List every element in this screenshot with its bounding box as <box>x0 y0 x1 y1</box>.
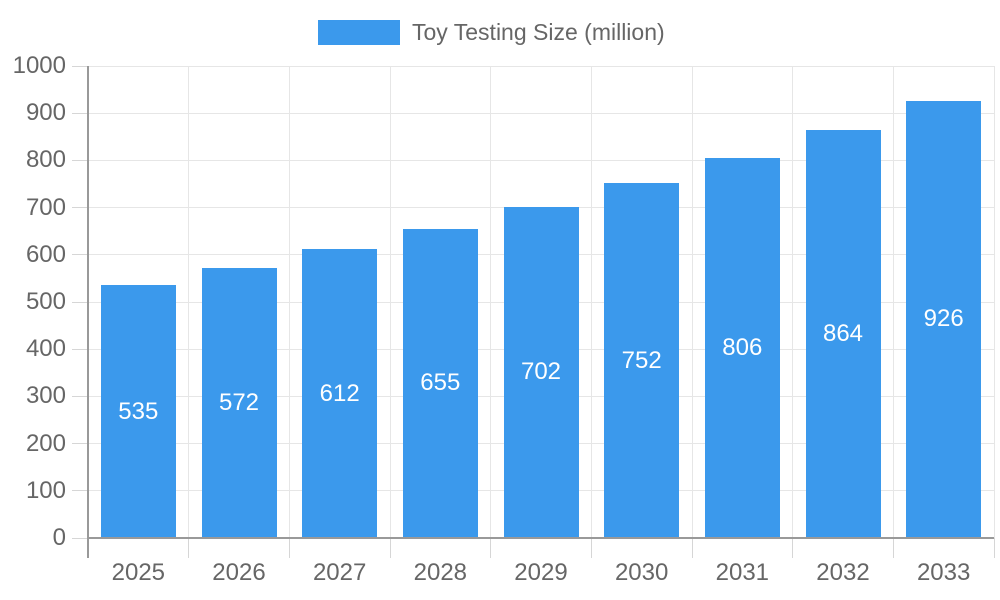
y-tick-label: 200 <box>25 429 66 457</box>
bar-value-label: 926 <box>923 305 964 333</box>
bar[interactable] <box>302 249 378 538</box>
x-tick-label: 2032 <box>816 559 870 586</box>
v-gridline <box>389 66 391 538</box>
x-tick <box>993 538 995 558</box>
x-tick-label: 2030 <box>614 559 669 586</box>
x-axis-line <box>88 537 994 539</box>
y-tick <box>72 348 88 350</box>
v-gridline <box>792 66 794 538</box>
y-tick-label: 1000 <box>12 52 66 79</box>
y-tick-label: 400 <box>25 335 66 363</box>
y-tick-label: 300 <box>25 382 66 410</box>
y-tick <box>72 395 88 397</box>
bar-value-label: 612 <box>319 379 360 407</box>
h-gridline <box>88 159 994 161</box>
x-tick <box>490 538 492 558</box>
x-tick-label: 2026 <box>212 559 266 586</box>
bar[interactable] <box>503 206 579 538</box>
y-tick <box>72 159 88 161</box>
x-tick-label: 2025 <box>111 559 166 586</box>
y-axis-line <box>87 66 89 558</box>
bar[interactable] <box>100 285 176 538</box>
legend-label: Toy Testing Size (million) <box>412 19 665 45</box>
y-tick-label: 0 <box>52 524 66 551</box>
bar-value-label: 806 <box>722 333 763 361</box>
y-tick <box>72 65 88 67</box>
y-tick <box>72 207 88 209</box>
bar[interactable] <box>201 268 277 538</box>
bar-value-label: 702 <box>520 358 562 386</box>
x-tick <box>389 538 391 558</box>
bar-value-label: 864 <box>822 320 864 348</box>
bar[interactable] <box>805 130 881 538</box>
v-gridline <box>188 66 190 538</box>
legend-item[interactable]: Toy Testing Size (million) <box>318 20 665 45</box>
y-tick-label: 500 <box>25 288 66 315</box>
y-tick <box>72 112 88 114</box>
legend-swatch <box>318 20 400 45</box>
x-tick-label: 2033 <box>916 559 971 586</box>
x-tick <box>590 538 592 558</box>
bar-value-label: 535 <box>118 397 159 425</box>
x-tick-label: 2029 <box>514 559 568 586</box>
y-tick <box>72 443 88 445</box>
y-tick <box>72 490 88 492</box>
x-tick-label: 2028 <box>413 559 468 586</box>
y-tick <box>72 254 88 256</box>
bar[interactable] <box>704 157 780 538</box>
v-gridline <box>892 66 894 538</box>
y-tick <box>72 537 88 539</box>
bar[interactable] <box>604 183 680 538</box>
x-tick <box>288 538 290 558</box>
v-gridline <box>590 66 592 538</box>
y-tick <box>72 301 88 303</box>
y-tick-label: 700 <box>25 193 66 221</box>
v-gridline <box>288 66 290 538</box>
y-tick-label: 100 <box>25 476 66 504</box>
bar-value-label: 752 <box>621 346 662 374</box>
y-tick-label: 900 <box>25 99 66 127</box>
bar-value-label: 572 <box>218 389 260 416</box>
v-gridline <box>993 66 995 538</box>
bar-value-label: 655 <box>420 369 461 397</box>
v-gridline <box>691 66 693 538</box>
y-tick-label: 800 <box>25 146 66 174</box>
x-tick <box>892 538 894 558</box>
y-tick-label: 600 <box>25 240 66 268</box>
bar[interactable] <box>402 228 478 538</box>
x-tick <box>691 538 693 558</box>
x-tick <box>188 538 190 558</box>
x-tick-label: 2027 <box>312 559 367 586</box>
v-gridline <box>490 66 492 538</box>
h-gridline <box>88 112 994 114</box>
h-gridline <box>88 65 994 67</box>
x-tick <box>792 538 794 558</box>
x-tick-label: 2031 <box>715 559 770 586</box>
bar[interactable] <box>906 100 982 538</box>
